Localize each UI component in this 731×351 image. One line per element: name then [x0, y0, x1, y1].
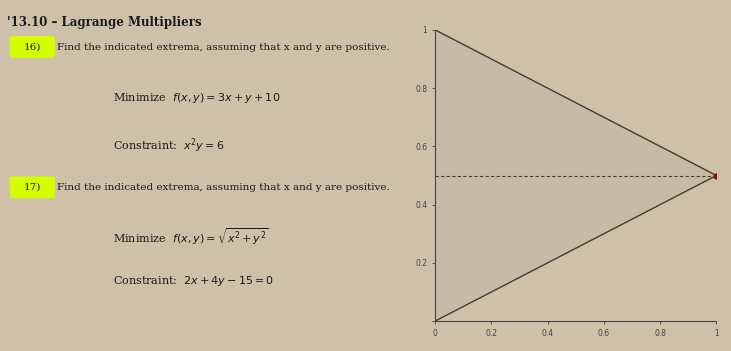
FancyBboxPatch shape: [10, 36, 55, 58]
Text: Minimize  $f(x, y) = 3x + y + 10$: Minimize $f(x, y) = 3x + y + 10$: [113, 91, 281, 105]
FancyBboxPatch shape: [10, 177, 55, 198]
Text: 16): 16): [23, 42, 41, 52]
Text: Find the indicated extrema, assuming that x and y are positive.: Find the indicated extrema, assuming tha…: [57, 42, 390, 52]
Text: 17): 17): [23, 183, 41, 192]
Polygon shape: [435, 30, 716, 321]
Text: Minimize  $f(x, y) = \sqrt{x^2 + y^2}$: Minimize $f(x, y) = \sqrt{x^2 + y^2}$: [113, 227, 269, 247]
Text: Constraint:  $x^2y = 6$: Constraint: $x^2y = 6$: [113, 137, 224, 155]
Text: Constraint:  $2x + 4y - 15 = 0$: Constraint: $2x + 4y - 15 = 0$: [113, 274, 275, 288]
Text: Find the indicated extrema, assuming that x and y are positive.: Find the indicated extrema, assuming tha…: [57, 183, 390, 192]
Text: '13.10 – Lagrange Multipliers: '13.10 – Lagrange Multipliers: [7, 16, 202, 29]
